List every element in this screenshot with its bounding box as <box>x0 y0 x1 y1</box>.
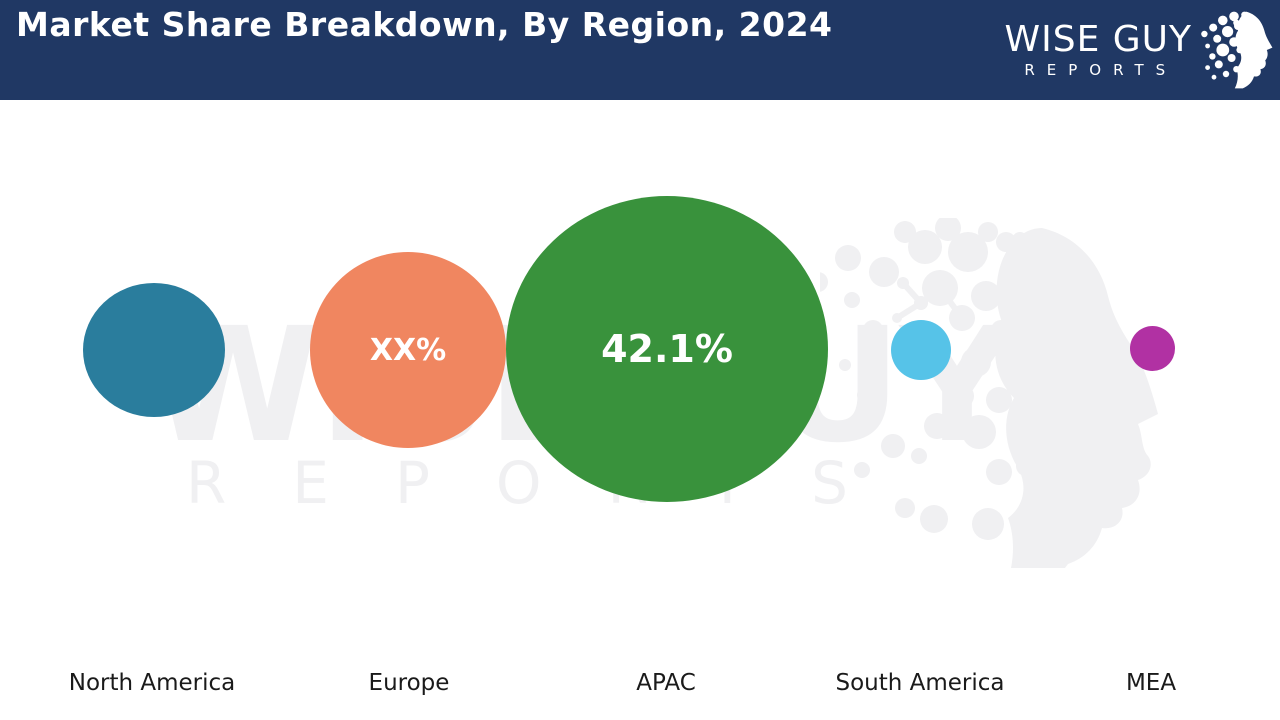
bubble-south-america <box>891 320 951 380</box>
logo-wordmark: WISE GUY <box>1004 18 1192 60</box>
category-label-apac: APAC <box>636 670 696 696</box>
bubble-mea <box>1130 326 1175 371</box>
bubble-value-apac: 42.1% <box>601 327 733 371</box>
wise-guy-reports-logo: WISE GUY REPORTS <box>1005 0 1280 100</box>
watermark-head-icon <box>820 218 1158 568</box>
bubble-chart: WISE GUY REPORTS <box>0 100 1280 720</box>
logo-text: WISE GUY REPORTS <box>1004 18 1193 79</box>
logo-subtitle: REPORTS <box>1024 60 1178 79</box>
bubble-europe: XX% <box>310 252 506 448</box>
bubble-apac: 42.1% <box>506 196 828 502</box>
logo-head-icon <box>1201 11 1273 89</box>
bubble-north-america <box>83 283 225 417</box>
category-label-europe: Europe <box>368 670 450 696</box>
header-bar: Market Share Breakdown, By Region, 2024 … <box>0 0 1280 100</box>
category-label-mea: MEA <box>1125 670 1177 696</box>
page-title: Market Share Breakdown, By Region, 2024 <box>16 5 833 44</box>
category-label-south-america: South America <box>835 670 1005 696</box>
category-label-north-america: North America <box>68 670 236 696</box>
bubble-value-europe: XX% <box>369 332 447 368</box>
watermark-reports-text: REPORTS <box>186 449 914 517</box>
